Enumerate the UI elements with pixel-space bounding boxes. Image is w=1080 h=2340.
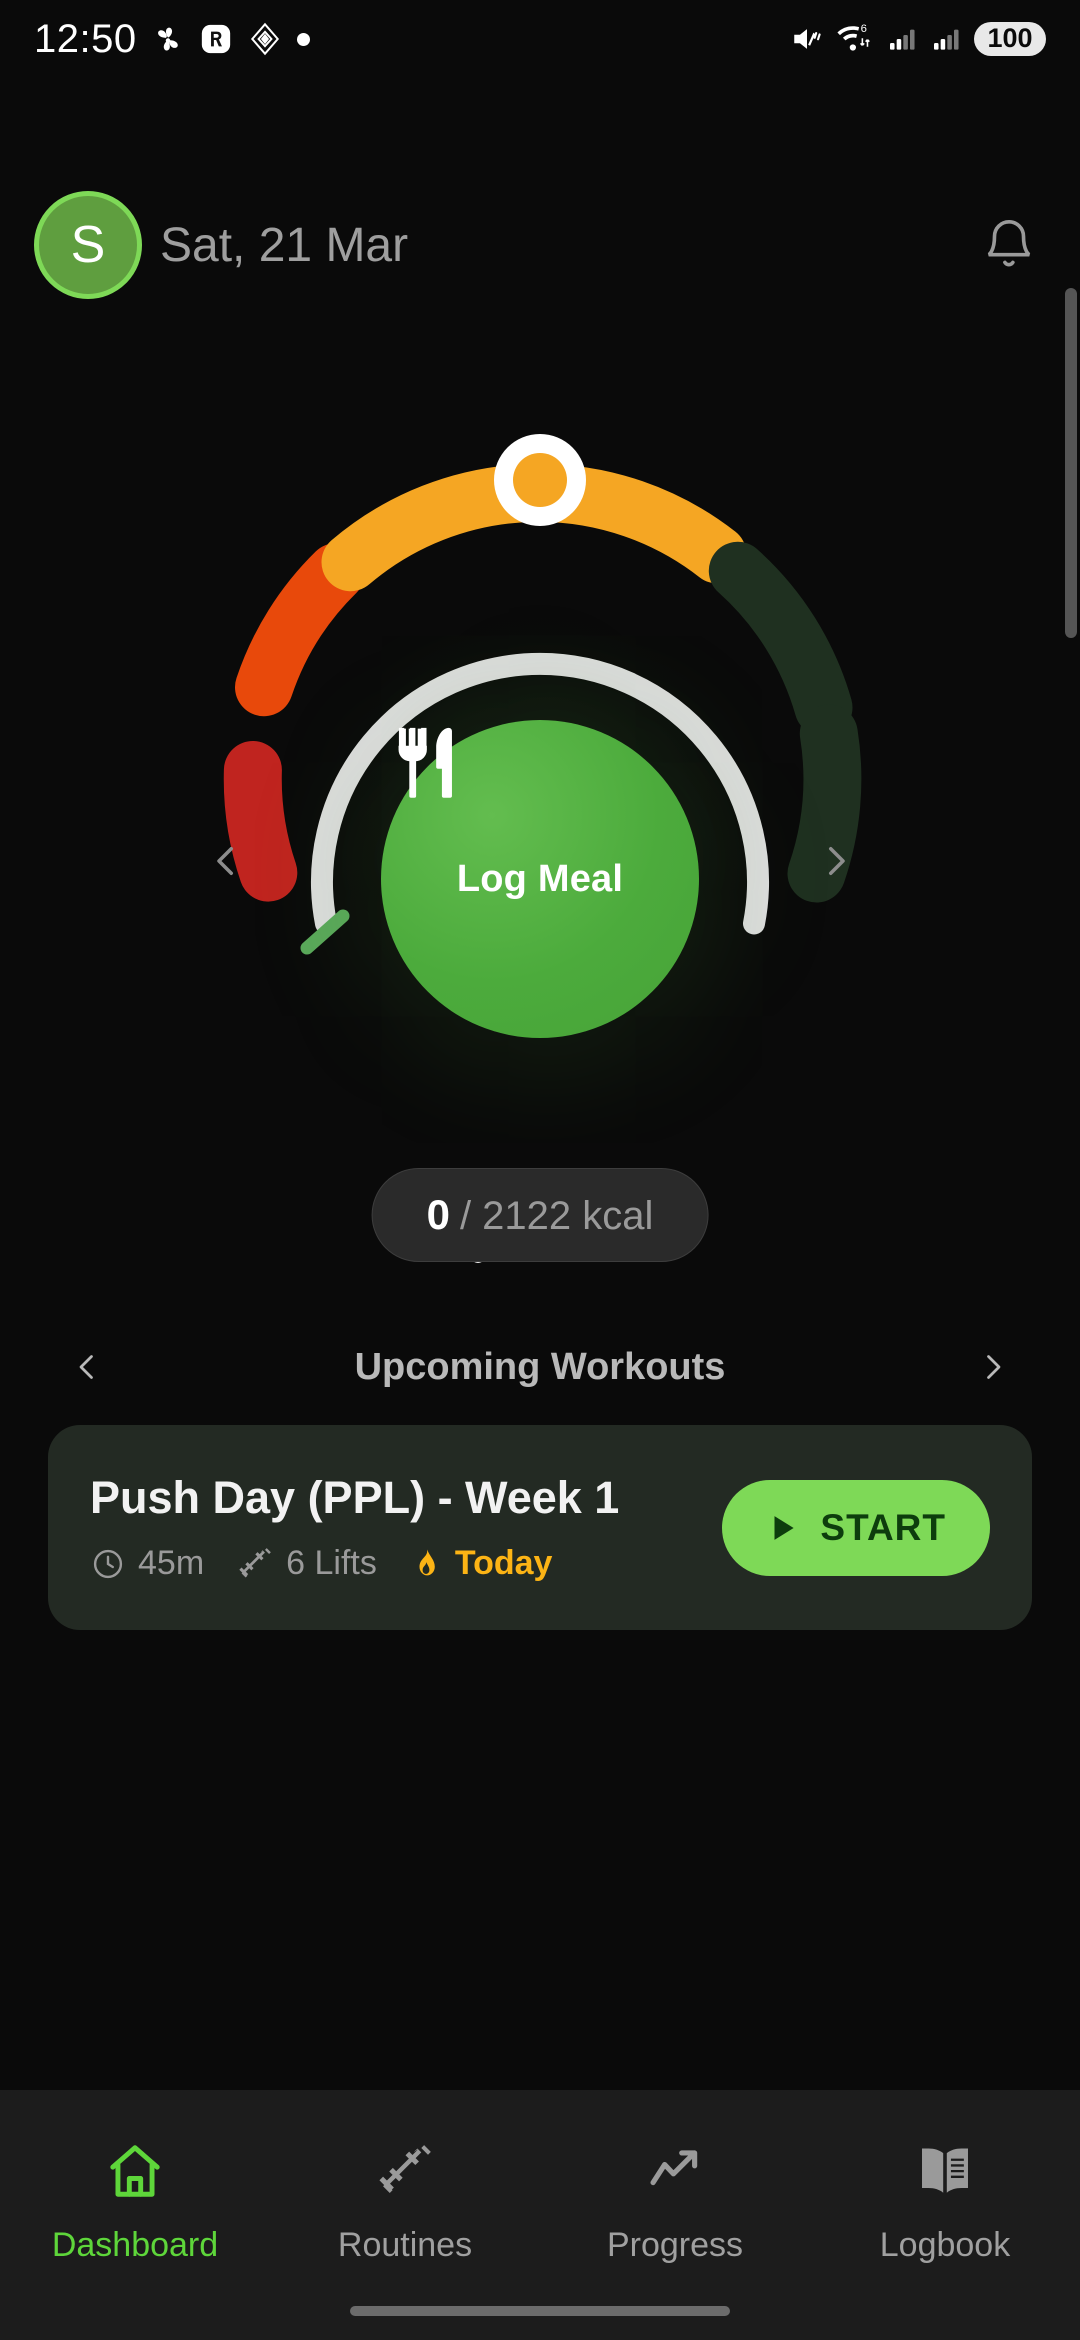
r-badge-icon	[199, 22, 233, 56]
clock-icon	[93, 1549, 123, 1578]
status-bar-clock: 12:50	[34, 16, 137, 61]
bottom-navigation: Dashboard Routines Progress Logbook	[0, 2090, 1080, 2340]
notification-bell-button[interactable]	[972, 208, 1046, 282]
calories-goal: / 2122 kcal	[459, 1194, 654, 1238]
log-meal-button[interactable]: Log Meal	[381, 720, 699, 1038]
dumbbell-icon	[239, 1547, 271, 1577]
battery-indicator: 100	[974, 22, 1046, 56]
chevron-right-icon	[987, 1355, 1001, 1379]
gauge-segment-deep-orange	[235, 543, 366, 717]
calories-consumed: 0	[426, 1191, 450, 1238]
workout-lifts-label: 6 Lifts	[286, 1544, 377, 1582]
page-scrollbar[interactable]	[1065, 288, 1077, 638]
chevron-left-icon	[217, 847, 233, 875]
upcoming-workouts-header: Upcoming Workouts	[0, 1332, 1080, 1402]
upcoming-next-button[interactable]	[968, 1342, 1018, 1392]
start-button-label: START	[820, 1506, 946, 1548]
status-bar: 12:50	[0, 0, 1080, 78]
gauge-segment-dark-green-lower	[787, 704, 862, 903]
carousel-next-button[interactable]	[815, 840, 875, 900]
nav-label-routines: Routines	[337, 2226, 473, 2264]
workout-schedule: Today	[409, 1544, 553, 1583]
trend-up-icon	[650, 2150, 698, 2186]
nav-item-logbook[interactable]: Logbook	[810, 2140, 1080, 2265]
fork-knife-icon	[398, 727, 452, 798]
svg-text:6: 6	[861, 23, 867, 35]
signal-one-icon	[886, 23, 918, 55]
fan-icon	[151, 22, 185, 56]
log-meal-label: Log Meal	[456, 857, 624, 900]
app-header: S Sat, 21 Mar	[0, 186, 1080, 304]
workout-schedule-label: Today	[454, 1544, 553, 1582]
carousel-prev-button[interactable]	[205, 840, 265, 900]
nav-label-logbook: Logbook	[879, 2226, 1011, 2264]
nav-item-progress[interactable]: Progress	[540, 2140, 810, 2265]
dot-icon	[296, 32, 310, 46]
nav-item-routines[interactable]: Routines	[270, 2140, 540, 2265]
start-workout-button[interactable]: START	[722, 1479, 990, 1576]
gauge-knob-inner	[513, 453, 567, 507]
upcoming-workouts-title: Upcoming Workouts	[354, 1345, 726, 1388]
diamond-icon	[247, 21, 283, 57]
nav-label-progress: Progress	[606, 2226, 744, 2264]
play-icon	[774, 1515, 795, 1540]
chevron-right-icon	[829, 847, 845, 875]
gauge-segment-red	[223, 741, 298, 902]
gauge-progress-tick	[300, 909, 350, 955]
workout-duration: 45m	[90, 1544, 204, 1583]
gauge-inner-ring	[311, 653, 769, 935]
nav-label-dashboard: Dashboard	[51, 2226, 219, 2264]
gesture-home-bar[interactable]	[350, 2306, 730, 2316]
status-bar-right: 6 10	[790, 22, 1046, 56]
wifi-icon: 6	[836, 22, 874, 56]
book-icon	[922, 2148, 968, 2193]
chevron-left-icon	[79, 1355, 93, 1379]
workout-card-info: Push Day (PPL) - Week 1 45m 6 Lifts	[90, 1472, 722, 1583]
flame-icon	[419, 1549, 435, 1575]
workout-lifts: 6 Lifts	[236, 1544, 377, 1583]
workout-title: Push Day (PPL) - Week 1	[90, 1472, 620, 1523]
calorie-gauge: Log Meal	[0, 300, 1080, 1263]
bell-icon	[987, 220, 1031, 267]
status-bar-left: 12:50	[34, 17, 310, 62]
workout-card[interactable]: Push Day (PPL) - Week 1 45m 6 Lifts	[48, 1425, 1032, 1630]
nav-item-dashboard[interactable]: Dashboard	[0, 2140, 270, 2265]
workout-meta-row: 45m 6 Lifts Today	[90, 1544, 722, 1583]
page-title: Sat, 21 Mar	[160, 218, 409, 272]
upcoming-prev-button[interactable]	[62, 1342, 112, 1392]
calorie-summary-pill[interactable]: 0 / 2122 kcal	[371, 1168, 709, 1262]
workout-duration-label: 45m	[138, 1544, 205, 1582]
home-icon	[110, 2145, 160, 2197]
signal-two-icon	[930, 23, 962, 55]
avatar[interactable]: S	[34, 191, 142, 299]
avatar-initial: S	[70, 216, 106, 274]
gauge-segment-dark-green-upper	[708, 541, 853, 737]
dumbbell-icon	[379, 2145, 431, 2193]
mute-icon	[790, 22, 824, 56]
